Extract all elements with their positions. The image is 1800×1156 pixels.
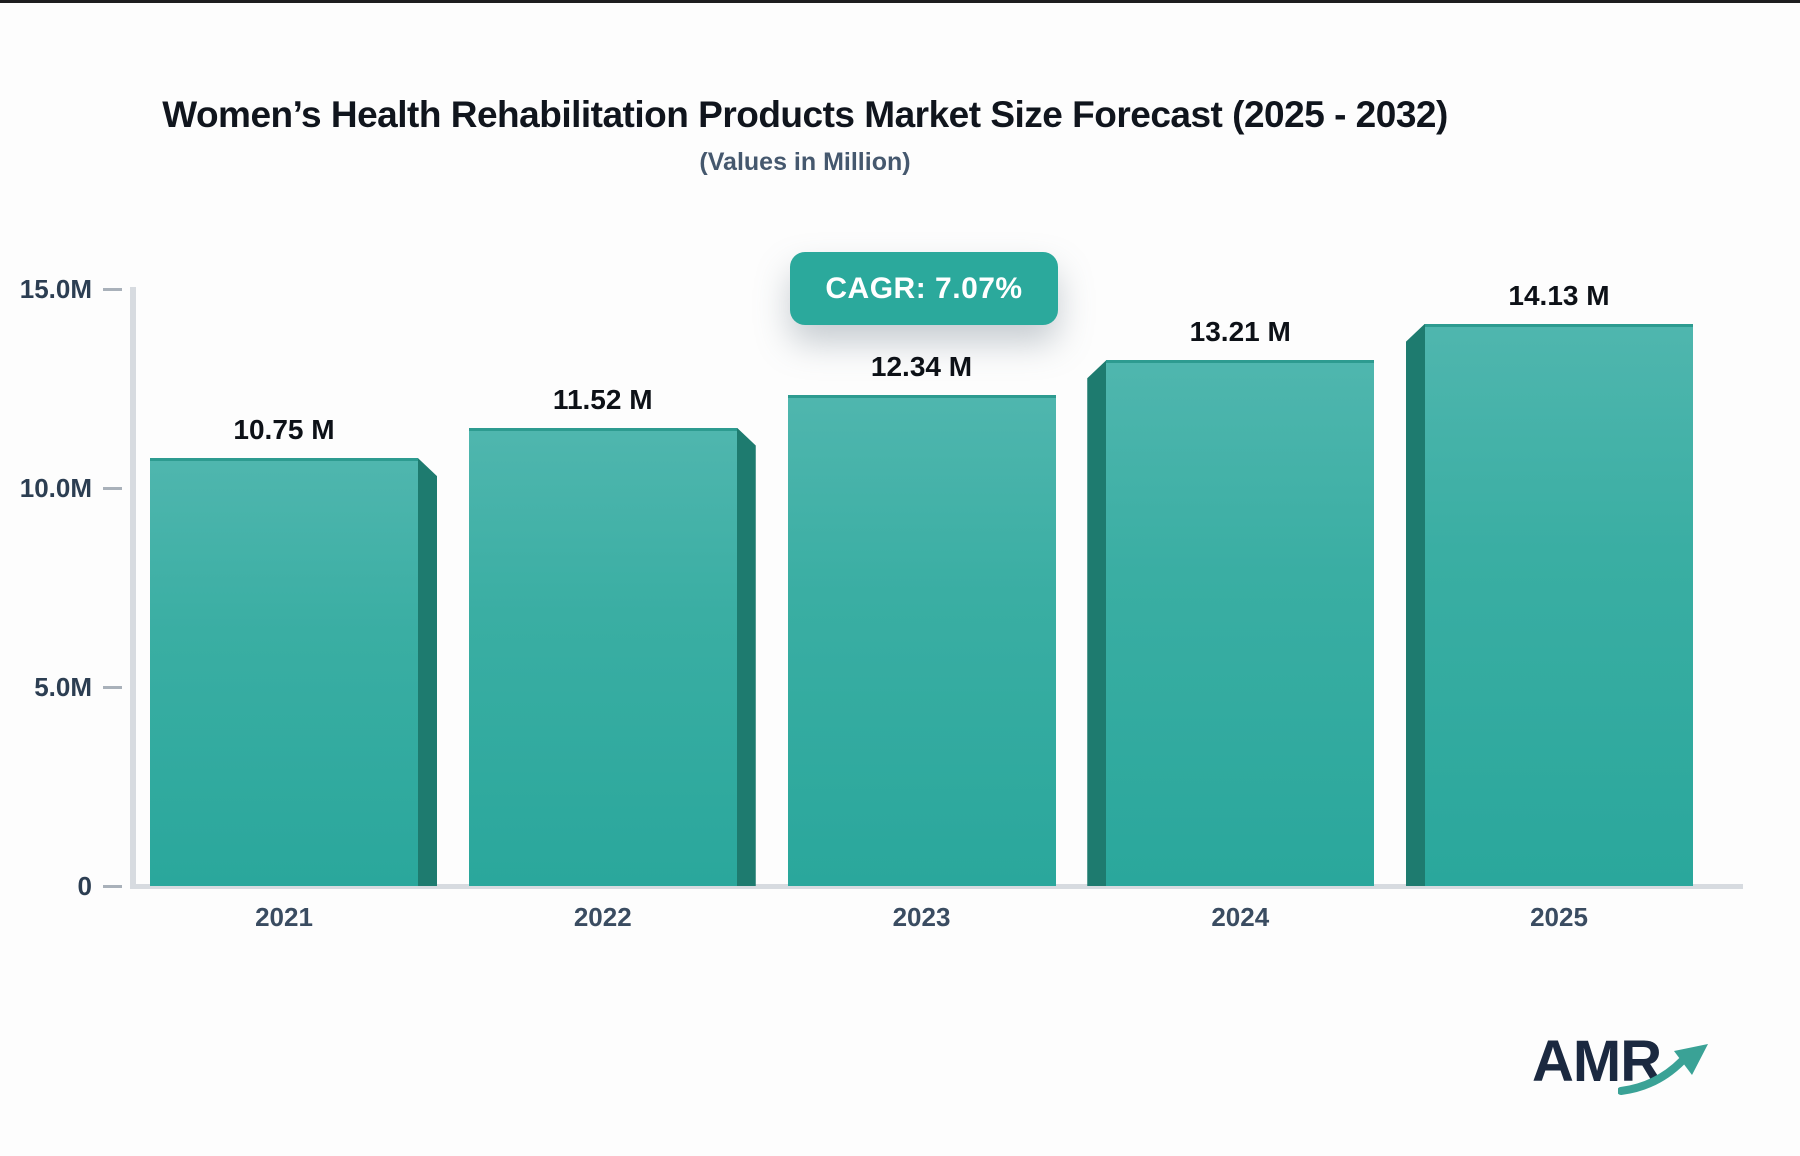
bar-value-label: 14.13 M (1508, 279, 1610, 311)
x-axis-category-label: 2021 (255, 902, 313, 932)
bar (1106, 360, 1375, 886)
growth-arrow-icon (1618, 1044, 1708, 1095)
y-axis-tick-label: 0 (77, 871, 92, 901)
bar (468, 427, 737, 886)
y-axis-tick-mark (103, 288, 122, 291)
y-axis-tick-label: 15.0M (19, 274, 92, 304)
top-border-strip (0, 0, 1800, 3)
bar-3d-side (736, 427, 756, 886)
y-axis-tick-mark (103, 686, 122, 689)
bar-value-label: 12.34 M (870, 350, 973, 382)
y-axis-line (130, 287, 136, 888)
amr-logo: AMR (1532, 1028, 1782, 1123)
bar (1425, 323, 1693, 886)
x-axis-category-label: 2025 (1530, 902, 1588, 932)
chart-subtitle: (Values in Million) (699, 148, 911, 176)
cagr-badge: CAGR: 7.07% (790, 252, 1058, 325)
x-axis-category-label: 2024 (1211, 902, 1270, 932)
bar (787, 394, 1056, 886)
bar-3d-side (1406, 323, 1425, 886)
x-axis-line (130, 884, 1743, 889)
y-axis-tick-label: 5.0M (34, 672, 92, 702)
bar-value-label: 11.52 M (552, 383, 653, 415)
bar-3d-side (1087, 360, 1107, 886)
x-axis-category-label: 2022 (573, 902, 632, 932)
y-axis-tick-mark (103, 487, 122, 490)
bar-value-label: 10.75 M (233, 414, 335, 446)
bar (150, 458, 418, 886)
x-axis-category-label: 2023 (892, 902, 951, 932)
bar-3d-side (418, 458, 437, 886)
y-axis-tick-mark (103, 885, 122, 888)
chart-title: Women’s Health Rehabilitation Products M… (162, 94, 1448, 135)
y-axis-tick-label: 10.0M (19, 473, 92, 503)
cagr-badge-label: CAGR: 7.07% (825, 271, 1023, 305)
bar-value-label: 13.21 M (1189, 316, 1291, 348)
